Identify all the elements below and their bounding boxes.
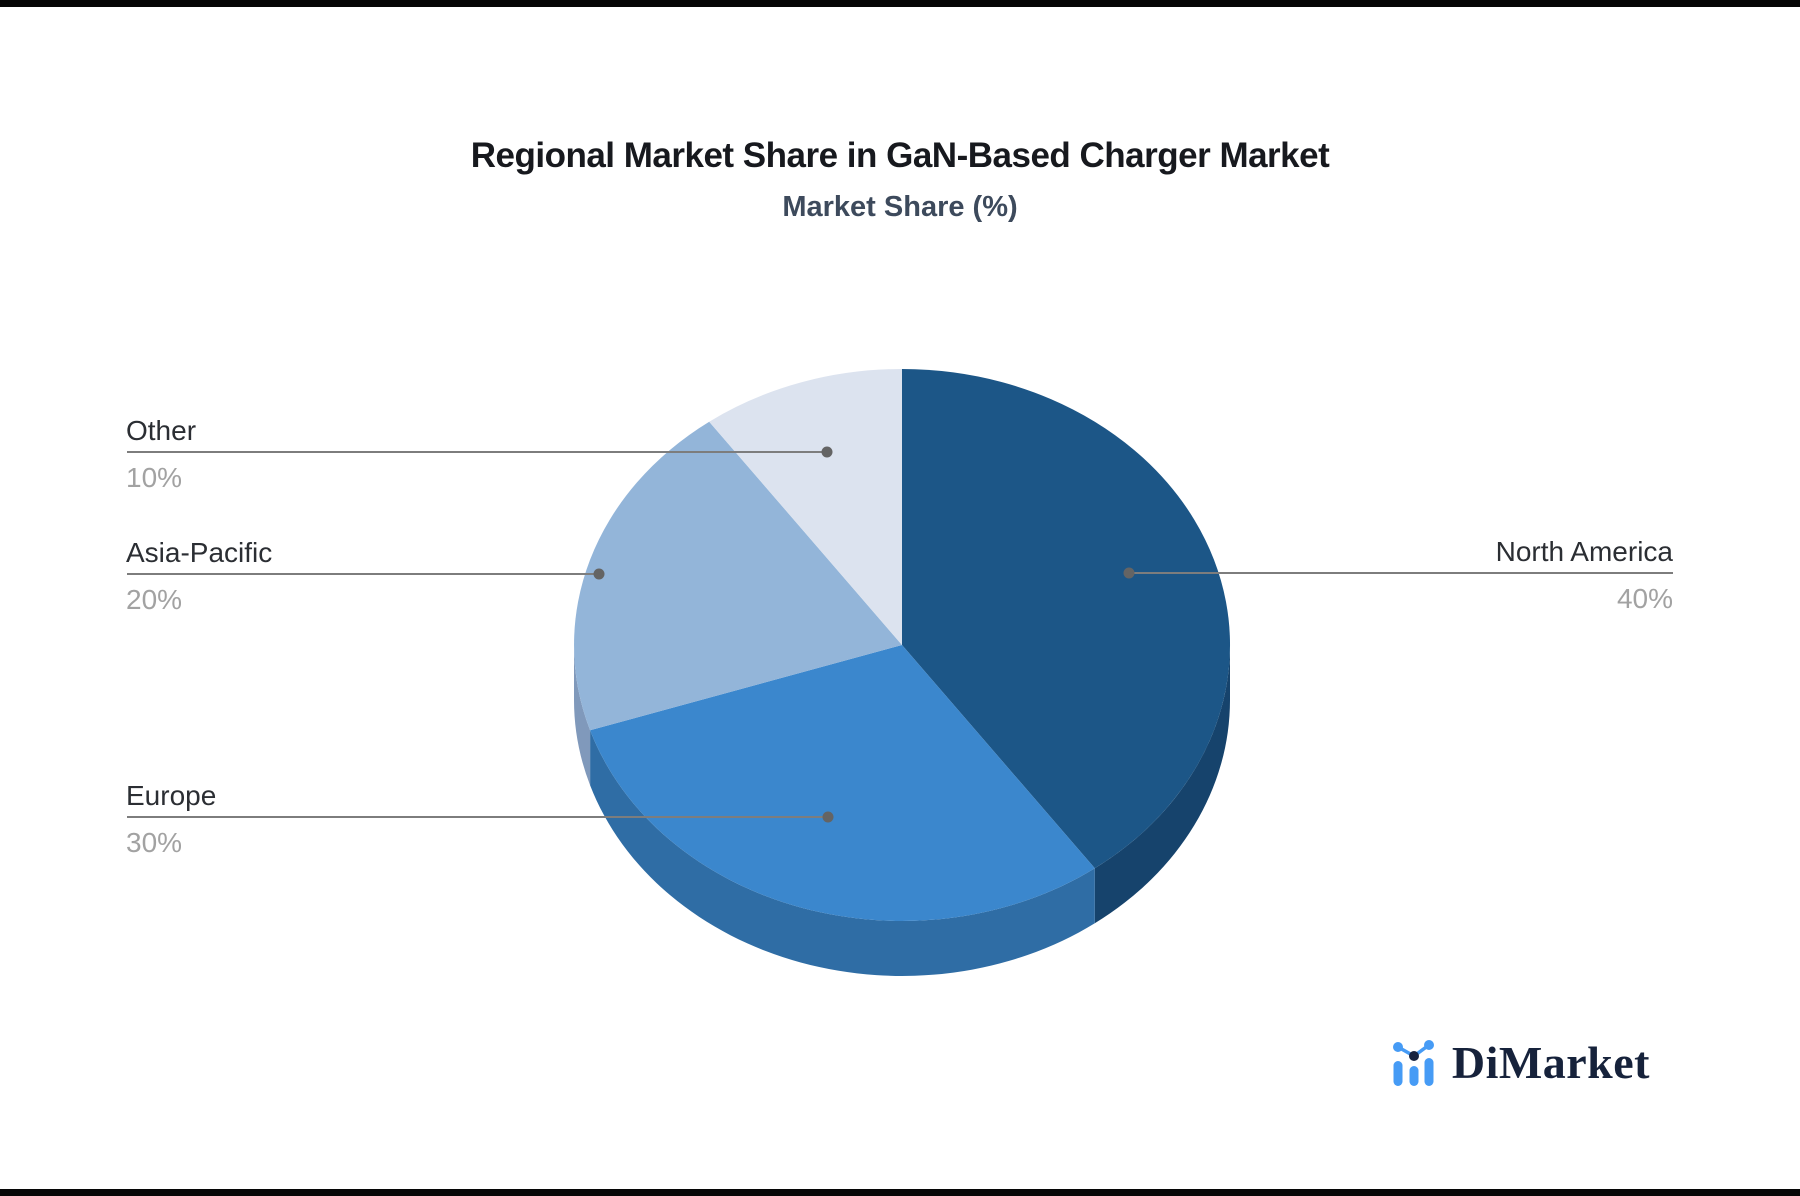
- pie-slice-side-europe: [590, 730, 1095, 976]
- logo-bar-left: [1393, 1061, 1403, 1086]
- slice-value-other: 10%: [126, 462, 183, 493]
- top-border-strip: [0, 0, 1800, 7]
- leader-dot-asia-pacific: [593, 568, 605, 580]
- chart-subtitle: Market Share (%): [782, 191, 1018, 223]
- logo-dot-right: [1423, 1040, 1434, 1050]
- slice-value-europe: 30%: [126, 827, 183, 858]
- slice-label-other: Other: [126, 415, 197, 446]
- dimarket-logo-icon: [1392, 1040, 1434, 1086]
- leader-lines: [127, 446, 1673, 823]
- dimarket-logo-text: DiMarket: [1451, 1037, 1650, 1088]
- pie-slice-north-america: [902, 369, 1231, 869]
- bottom-border-strip: [0, 1189, 1800, 1196]
- leader-dot-north-america: [1123, 567, 1135, 579]
- slice-label-europe: Europe: [126, 780, 217, 811]
- logo-dot-middle: [1408, 1051, 1419, 1061]
- slice-value-north-america: 40%: [1616, 583, 1673, 614]
- pie-slice-europe: [590, 645, 1095, 921]
- leader-dot-other: [821, 446, 833, 458]
- logo-dot-left: [1392, 1042, 1403, 1052]
- pie-3d: [574, 369, 1231, 976]
- slice-label-asia-pacific: Asia-Pacific: [126, 537, 273, 568]
- pie-slice-asia-pacific: [574, 421, 902, 731]
- pie-slice-side-asia-pacific: [574, 645, 591, 786]
- leader-dot-europe: [822, 811, 834, 823]
- slice-value-asia-pacific: 20%: [126, 584, 183, 615]
- logo-bar-right: [1424, 1058, 1434, 1086]
- pie-slice-side-north-america: [1094, 645, 1231, 924]
- chart-title: Regional Market Share in GaN-Based Charg…: [470, 136, 1330, 175]
- pie-slice-other: [709, 369, 902, 645]
- logo-bar-middle: [1409, 1066, 1419, 1086]
- slice-label-north-america: North America: [1495, 536, 1673, 567]
- dimarket-logo: DiMarket: [1387, 1038, 1650, 1088]
